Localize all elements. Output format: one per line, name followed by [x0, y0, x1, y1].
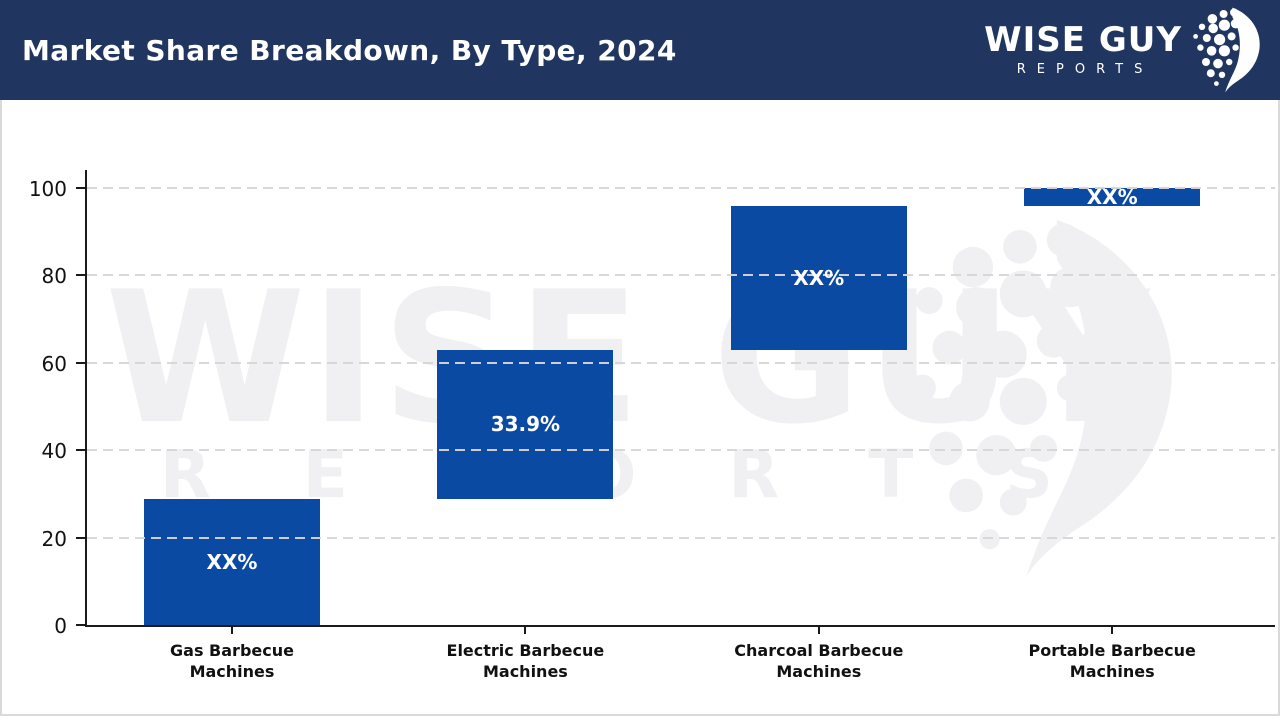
bar-value-label: 33.9% — [490, 412, 561, 437]
gridline — [87, 274, 1275, 276]
y-axis-tick — [76, 536, 85, 539]
y-axis-tick — [76, 449, 85, 451]
y-axis-tick-label: 20 — [41, 526, 67, 551]
y-axis-tick — [76, 186, 85, 189]
y-axis-tick-label: 80 — [41, 264, 67, 288]
x-axis-tick — [231, 625, 233, 634]
bar-segment — [437, 350, 614, 499]
bar-segment — [730, 206, 907, 351]
x-axis-tick — [524, 625, 527, 634]
logo-name: WISE GUY — [984, 20, 1182, 61]
y-axis-tick — [76, 361, 85, 364]
wiseguy-logo: WISE GUY REPORTS — [984, 0, 1266, 100]
y-axis-tick-label: 0 — [54, 614, 67, 638]
page-title: Market Share Breakdown, By Type, 2024 — [22, 33, 677, 67]
y-axis-tick-label: 60 — [41, 351, 67, 376]
logo-subtext: REPORTS — [1016, 61, 1154, 77]
plot-area: 0 20 40 60 80 100 XX% 33.9% XX% XX% Gas Barbecue Ma… — [29, 170, 1275, 681]
bar-value-label: XX% — [206, 549, 258, 574]
bar-segment — [1024, 187, 1201, 207]
gridline — [87, 449, 1275, 451]
x-axis-tick — [1111, 625, 1114, 634]
y-axis-tick-label: 100 — [28, 176, 67, 201]
gridline — [87, 536, 1275, 539]
x-category-label: Gas Barbecue Machines — [170, 641, 294, 682]
x-category-label: Portable Barbecue Machines — [1028, 641, 1196, 682]
header: Market Share Breakdown, By Type, 2024 WI… — [0, 0, 1280, 100]
bar-value-label: XX% — [793, 266, 845, 291]
logo-wordmark: WISE GUY REPORTS — [984, 20, 1182, 77]
bar-segment — [144, 498, 320, 625]
y-axis-tick-label: 40 — [41, 439, 67, 463]
gridline — [87, 361, 1275, 364]
y-axis-tick — [76, 624, 85, 626]
gridline — [87, 186, 1275, 189]
y-axis-tick — [76, 274, 85, 276]
bar-value-label: XX% — [1086, 184, 1138, 209]
x-axis-tick — [817, 625, 820, 634]
wiseguy-face-icon — [1193, 7, 1260, 93]
x-category-label: Charcoal Barbecue Machines — [734, 641, 904, 682]
x-category-label: Electric Barbecue Machines — [446, 641, 605, 682]
